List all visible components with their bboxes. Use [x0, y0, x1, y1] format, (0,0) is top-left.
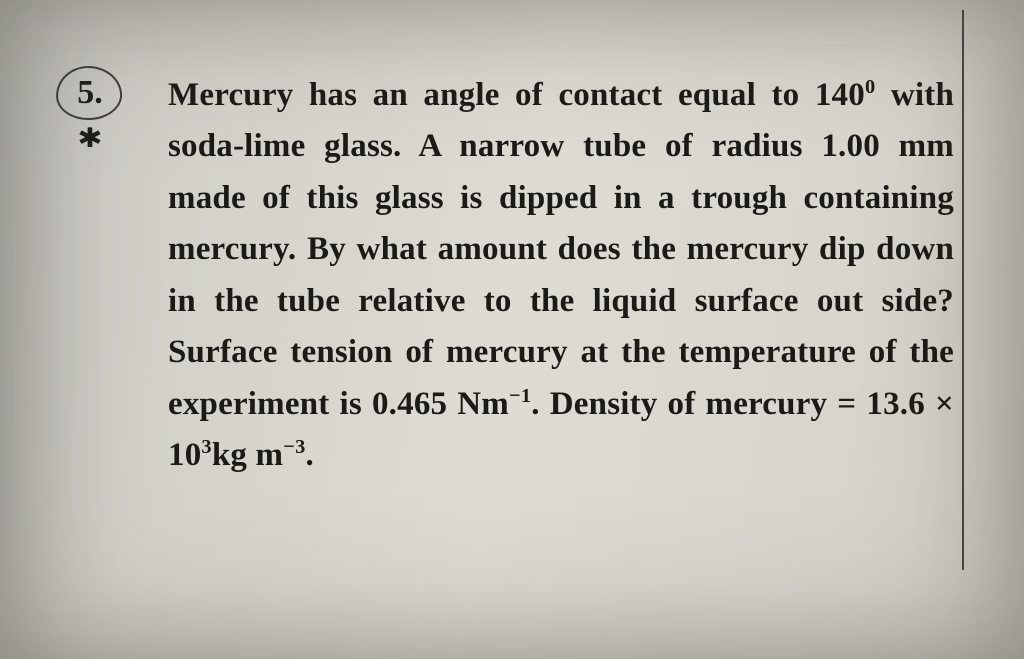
question-block: 5. ✱ Mercury has an angle of contact equ… [50, 70, 964, 482]
question-text: Mercury has an angle of contact equal to… [168, 70, 964, 482]
right-margin-rule [962, 10, 964, 570]
question-star-marker: ✱ [50, 126, 130, 153]
page: 5. ✱ Mercury has an angle of contact equ… [0, 0, 1024, 659]
question-number: 5. [50, 72, 130, 110]
question-number-wrap: 5. ✱ [50, 72, 130, 154]
